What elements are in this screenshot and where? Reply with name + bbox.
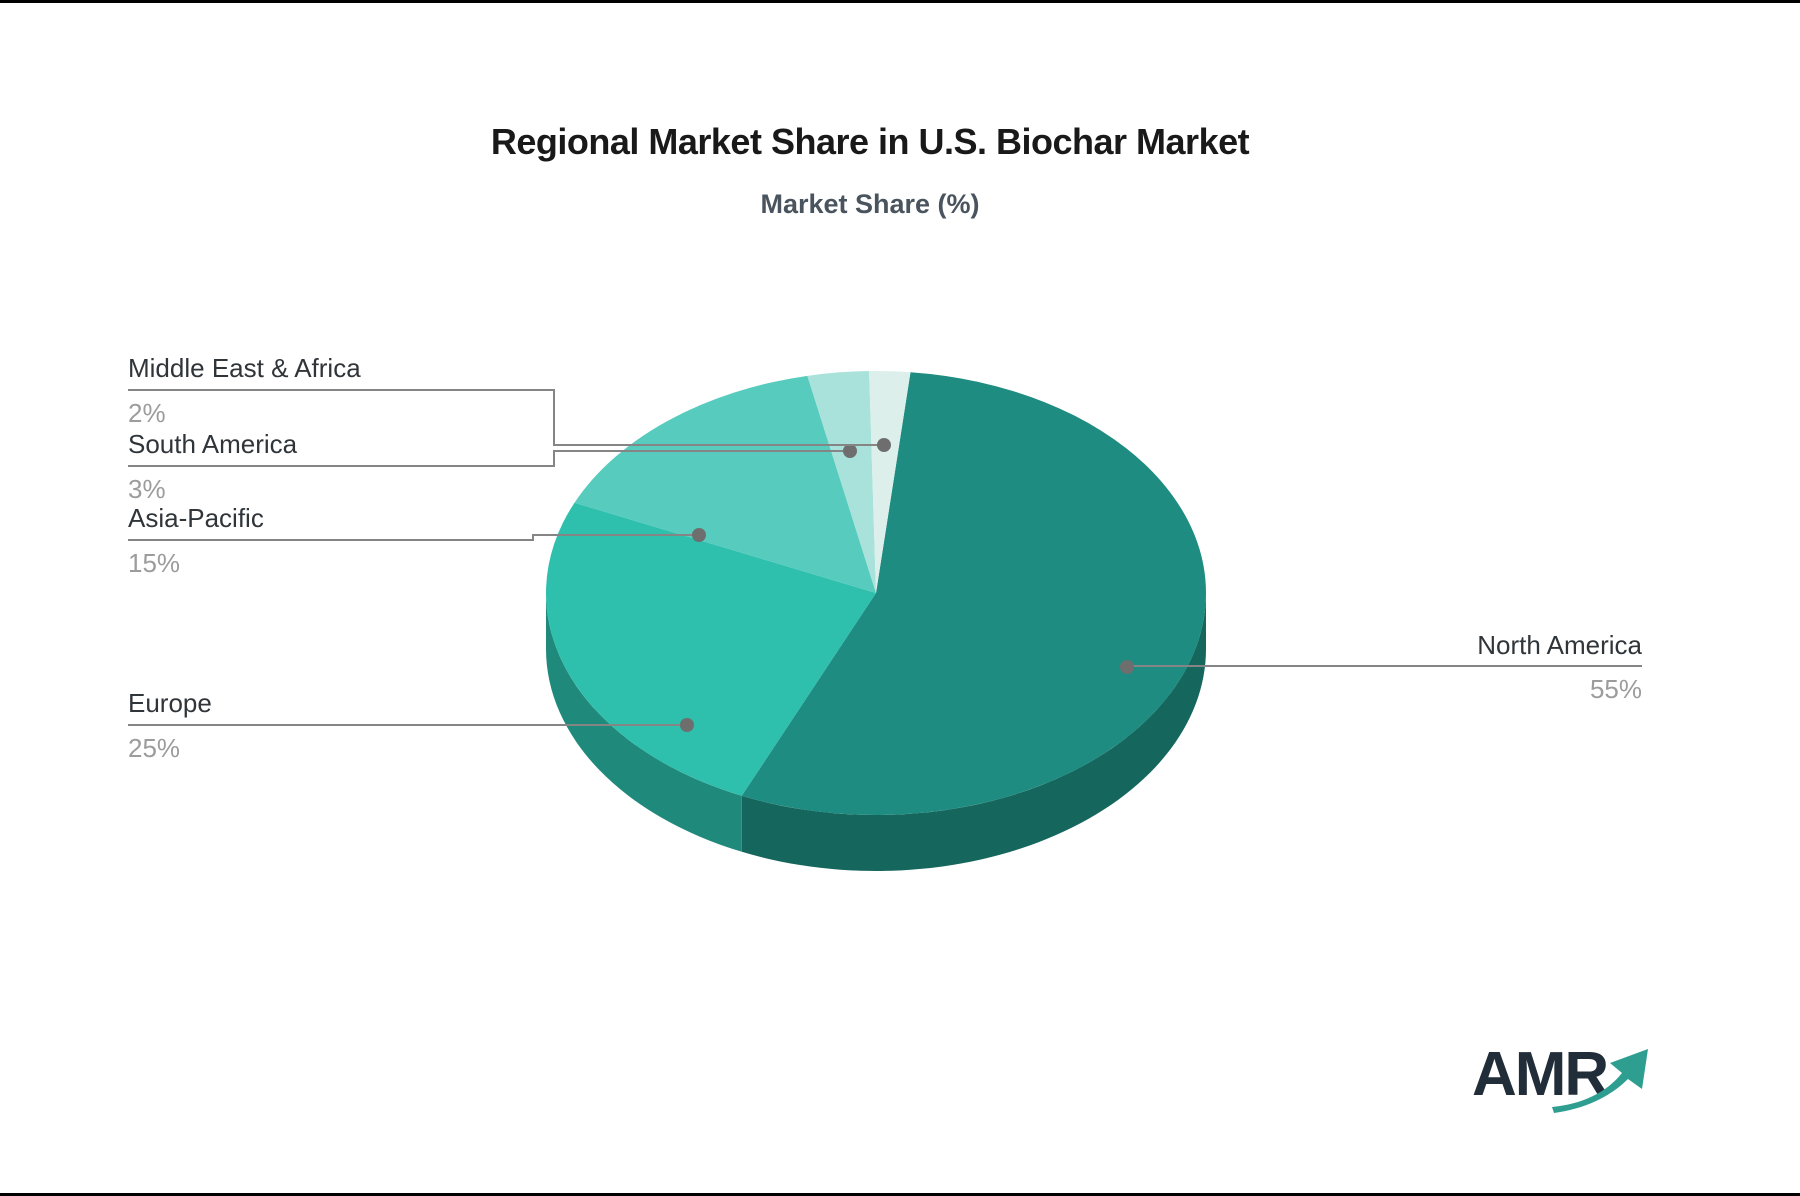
- pie-slice-europe-side: [546, 593, 742, 852]
- amr-logo-arrow-icon: [1552, 1049, 1648, 1113]
- pie-slice-asia-pacific[interactable]: [574, 375, 876, 593]
- slice-value-asia-pacific: 15%: [128, 548, 181, 578]
- leader-dot-south-america: [843, 444, 857, 458]
- leader-dot-asia-pacific: [692, 528, 706, 542]
- chart-title: Regional Market Share in U.S. Biochar Ma…: [490, 121, 1250, 162]
- chart-subtitle: Market Share (%): [760, 189, 980, 219]
- leader-line-middle-east-africa: [128, 389, 884, 446]
- leader-dot-europe: [680, 718, 694, 732]
- slice-label-middle-east-africa: Middle East & Africa: [128, 353, 361, 383]
- pie-slice-middle-east-africa[interactable]: [869, 371, 911, 593]
- slice-label-south-america: South America: [128, 429, 298, 459]
- leader-line-asia-pacific: [128, 534, 699, 541]
- slice-value-middle-east-africa: 2%: [128, 398, 166, 428]
- slice-label-europe: Europe: [128, 688, 212, 718]
- slice-value-europe: 25%: [128, 733, 181, 763]
- slice-label-asia-pacific: Asia-Pacific: [128, 503, 264, 533]
- leader-line-south-america: [128, 450, 850, 467]
- pie-slice-north-america[interactable]: [741, 372, 1207, 815]
- slice-value-north-america: 55%: [1589, 674, 1642, 704]
- slice-label-north-america: North America: [1477, 630, 1642, 660]
- leader-dot-north-america: [1120, 660, 1134, 674]
- slice-value-south-america: 3%: [128, 474, 166, 504]
- amr-logo: AMR: [1472, 1039, 1682, 1119]
- pie-slice-europe[interactable]: [546, 502, 876, 796]
- leader-dot-middle-east-africa: [877, 438, 891, 452]
- pie-chart: [128, 371, 1642, 871]
- pie-slice-north-america-side: [741, 593, 1206, 871]
- pie-slice-south-america[interactable]: [807, 371, 876, 593]
- amr-logo-text: AMR: [1472, 1040, 1608, 1109]
